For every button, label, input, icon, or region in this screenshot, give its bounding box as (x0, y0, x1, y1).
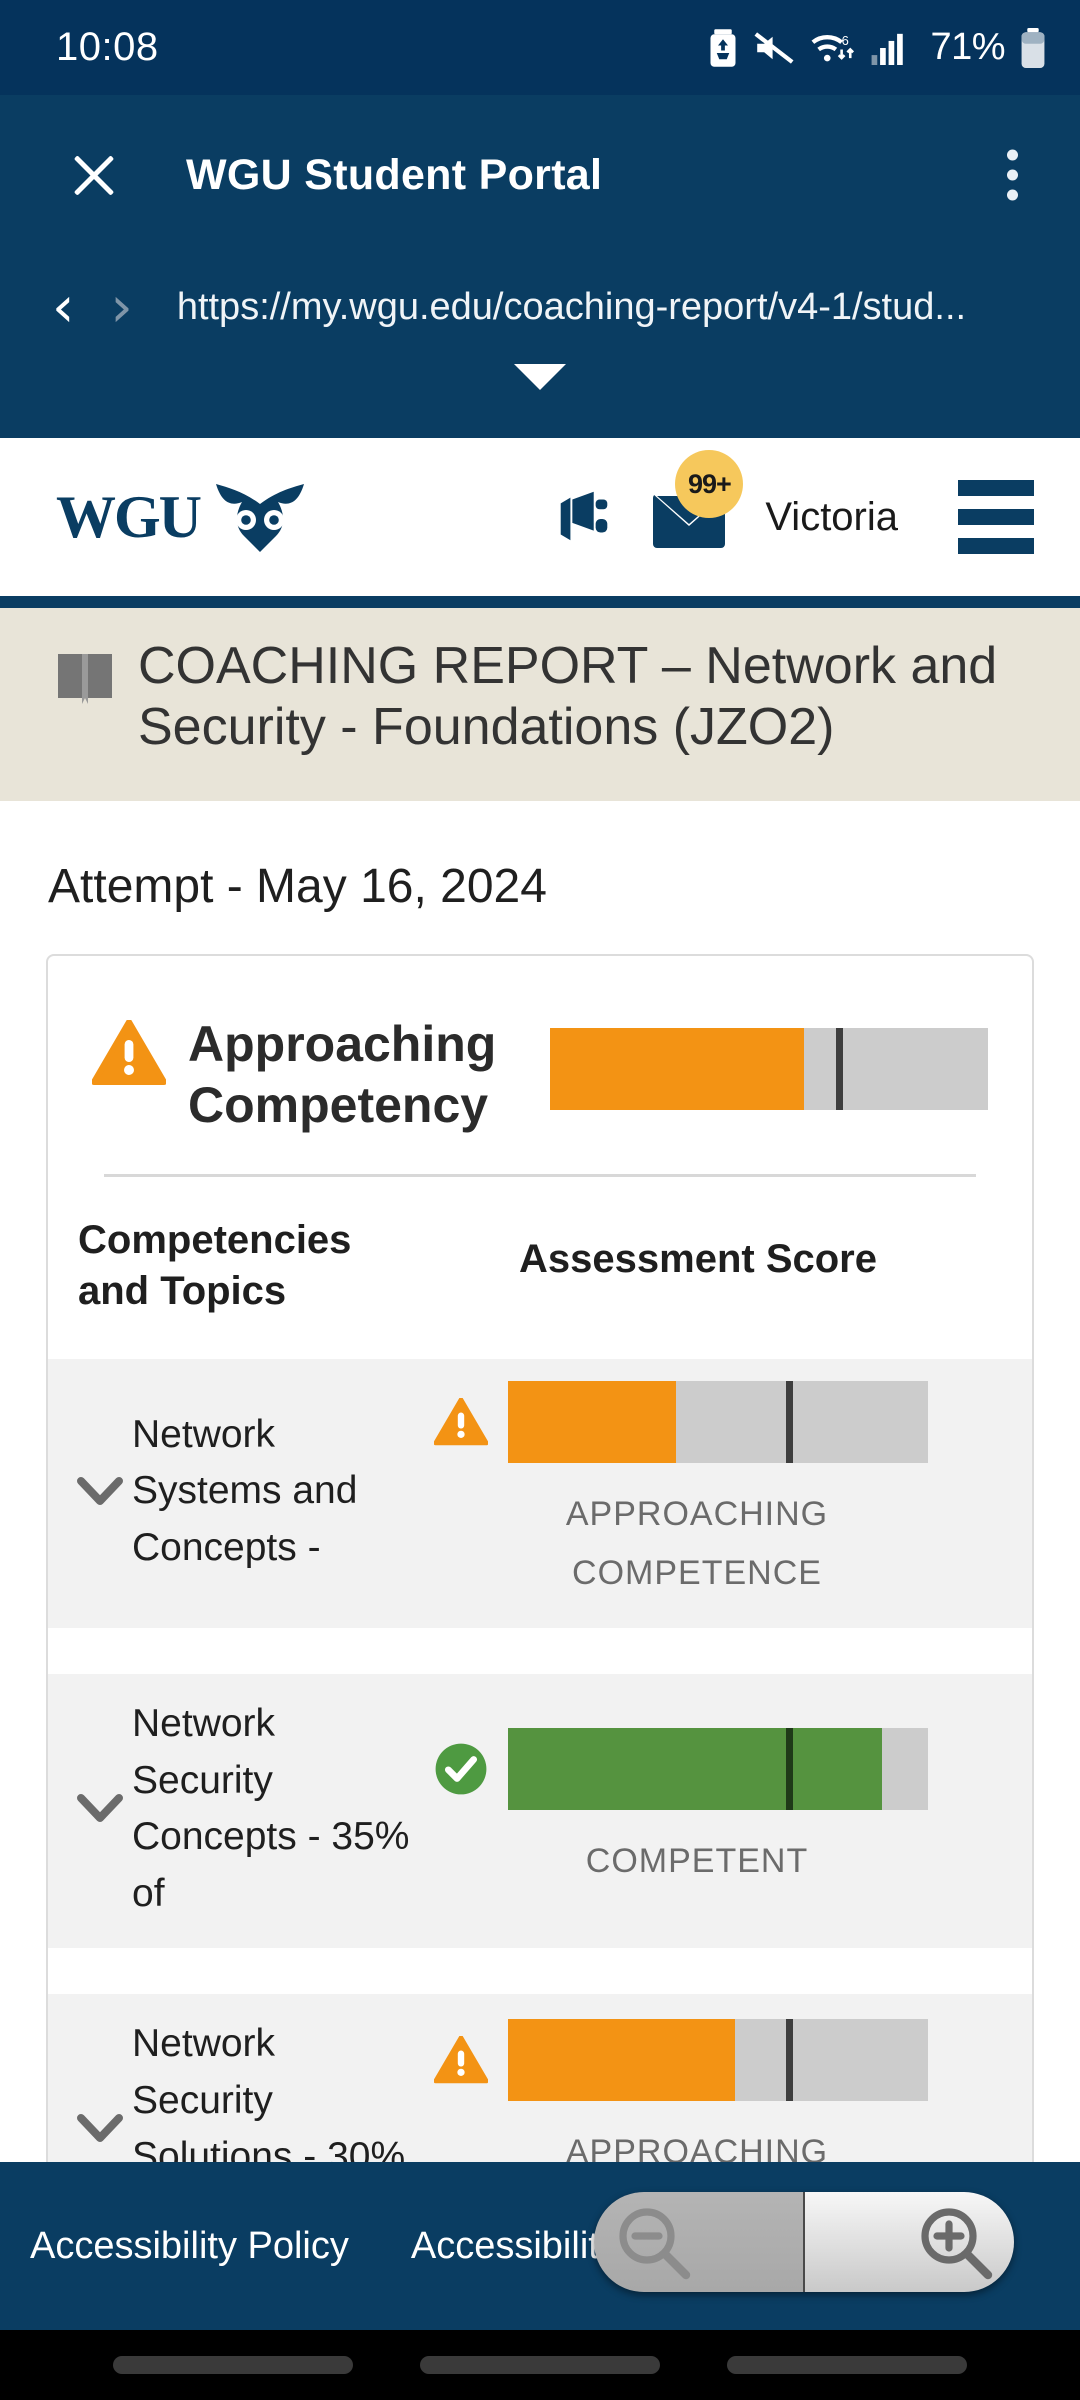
hamburger-menu-icon[interactable] (952, 474, 1040, 560)
url-text[interactable]: https://my.wgu.edu/coaching-report/v4-1/… (176, 286, 967, 328)
status-icon-group: 6 71% (708, 26, 1046, 69)
row-cut-score-marker (786, 2018, 794, 2101)
overall-score-bar (550, 1027, 988, 1110)
battery-saver-icon (710, 28, 736, 67)
chevron-down-icon (77, 2114, 123, 2143)
row-score-fill (508, 1727, 882, 1810)
svg-text:6: 6 (842, 33, 849, 48)
site-header: WGU 99+ (0, 438, 1080, 596)
user-name[interactable]: Victoria (765, 494, 898, 539)
accessibility-policy-link[interactable]: Accessibility Policy (30, 2224, 349, 2267)
row-status-line2: COMPETENCE (572, 1553, 822, 1592)
wifi-6-icon: 6 (811, 33, 855, 61)
chevron-down-icon (77, 1794, 123, 1823)
battery-percent: 71% (930, 26, 1005, 68)
mute-icon (754, 31, 794, 64)
url-bar: ‹ › https://my.wgu.edu/coaching-report/v… (0, 255, 1080, 360)
row-status-icon-cell (432, 1742, 490, 1796)
messages-button[interactable]: 99+ (651, 450, 744, 550)
row-score-fill (508, 2018, 735, 2101)
browser-title-bar: WGU Student Portal (0, 95, 1080, 255)
row-score-bar (508, 1381, 928, 1464)
section-divider (104, 1173, 976, 1177)
column-header-competencies: Competencies and Topics (78, 1217, 352, 1313)
overall-score-section: Approaching Competency (48, 956, 1032, 1177)
book-icon (58, 654, 112, 704)
row-status-line1: APPROACHING (565, 1495, 829, 1534)
warning-triangle-icon (434, 1398, 488, 1446)
android-navigation-bar (0, 2330, 1080, 2400)
table-row[interactable]: Network Security Concepts - 35% of (48, 1674, 1032, 1949)
column-header-score: Assessment Score (519, 1236, 877, 1281)
row-score-bar (508, 2018, 928, 2101)
owl-icon (216, 484, 304, 552)
expand-row-button[interactable] (68, 1794, 132, 1824)
overall-status-label: Approaching Competency (188, 1015, 497, 1133)
header-divider (0, 596, 1080, 608)
page-title-banner: COACHING REPORT – Network and Security -… (0, 608, 1080, 801)
warning-triangle-icon (434, 2035, 488, 2084)
zoom-out-icon (619, 2208, 691, 2280)
message-count-badge: 99+ (675, 450, 744, 518)
row-status-line1: COMPETENT (585, 1841, 809, 1880)
table-header-row: Competencies and Topics Assessment Score (48, 1177, 1032, 1359)
kebab-menu-icon[interactable] (997, 140, 1028, 211)
zoom-control-widget[interactable] (594, 2192, 1014, 2292)
close-icon[interactable] (62, 143, 126, 207)
row-cut-score-marker (786, 1381, 794, 1464)
row-status-text: COMPETENT (432, 1832, 1012, 1890)
zoom-out-button[interactable] (594, 2192, 805, 2292)
row-cut-score-marker (786, 1727, 794, 1810)
row-spacer (48, 1628, 1032, 1675)
row-score-fill (508, 1381, 676, 1464)
table-row[interactable]: Network Systems and Concepts - (48, 1359, 1032, 1629)
row-title: Network Systems and Concepts - (132, 1412, 358, 1569)
expand-row-button[interactable] (68, 2114, 132, 2144)
row-status-text: APPROACHING COMPETENCE (432, 1485, 1012, 1602)
check-circle-icon (435, 1743, 487, 1795)
overall-status-row: Approaching Competency (92, 1014, 988, 1136)
row-title: Network Security Concepts - 35% of (132, 1702, 410, 1915)
zoom-in-icon (921, 2208, 993, 2280)
row-score-cell: COMPETENT (432, 1727, 1012, 1890)
status-time: 10:08 (56, 25, 159, 69)
wgu-logo[interactable]: WGU (56, 480, 306, 554)
nav-back-button[interactable] (726, 2356, 967, 2374)
nav-home-button[interactable] (419, 2356, 660, 2374)
overall-score-bar-wrap (550, 1027, 988, 1110)
overall-score-fill (550, 1027, 805, 1110)
row-score-bar (508, 1727, 928, 1810)
expand-row-button[interactable] (68, 1476, 132, 1507)
warning-triangle-icon (92, 1019, 166, 1085)
header-actions: 99+ Victoria (551, 450, 1040, 560)
row-spacer (48, 1948, 1032, 1995)
chevron-down-icon (77, 1476, 123, 1505)
back-button[interactable]: ‹ (52, 274, 75, 340)
status-bar: 10:08 6 (0, 0, 1080, 95)
main-content: Attempt - May 16, 2024 Approaching Compe… (0, 800, 1080, 2382)
page-title: COACHING REPORT – Network and Security -… (138, 637, 998, 757)
attempt-label: Attempt - May 16, 2024 (48, 859, 547, 913)
battery-icon (1021, 27, 1045, 68)
pulldown-handle[interactable] (0, 360, 1080, 438)
chevron-down-icon (514, 364, 566, 390)
forward-button[interactable]: › (110, 274, 133, 340)
zoom-in-button[interactable] (805, 2192, 1014, 2292)
cellular-signal-icon (872, 33, 904, 65)
nav-recents-button[interactable] (113, 2356, 354, 2374)
megaphone-icon[interactable] (551, 484, 617, 550)
row-status-icon-cell (432, 2035, 490, 2084)
browser-title: WGU Student Portal (186, 150, 603, 199)
wgu-logo-text: WGU (56, 483, 202, 550)
overall-cut-score-marker (836, 1027, 844, 1110)
row-status-icon-cell (432, 1398, 490, 1446)
row-score-cell: APPROACHING COMPETENCE (432, 1381, 1012, 1602)
